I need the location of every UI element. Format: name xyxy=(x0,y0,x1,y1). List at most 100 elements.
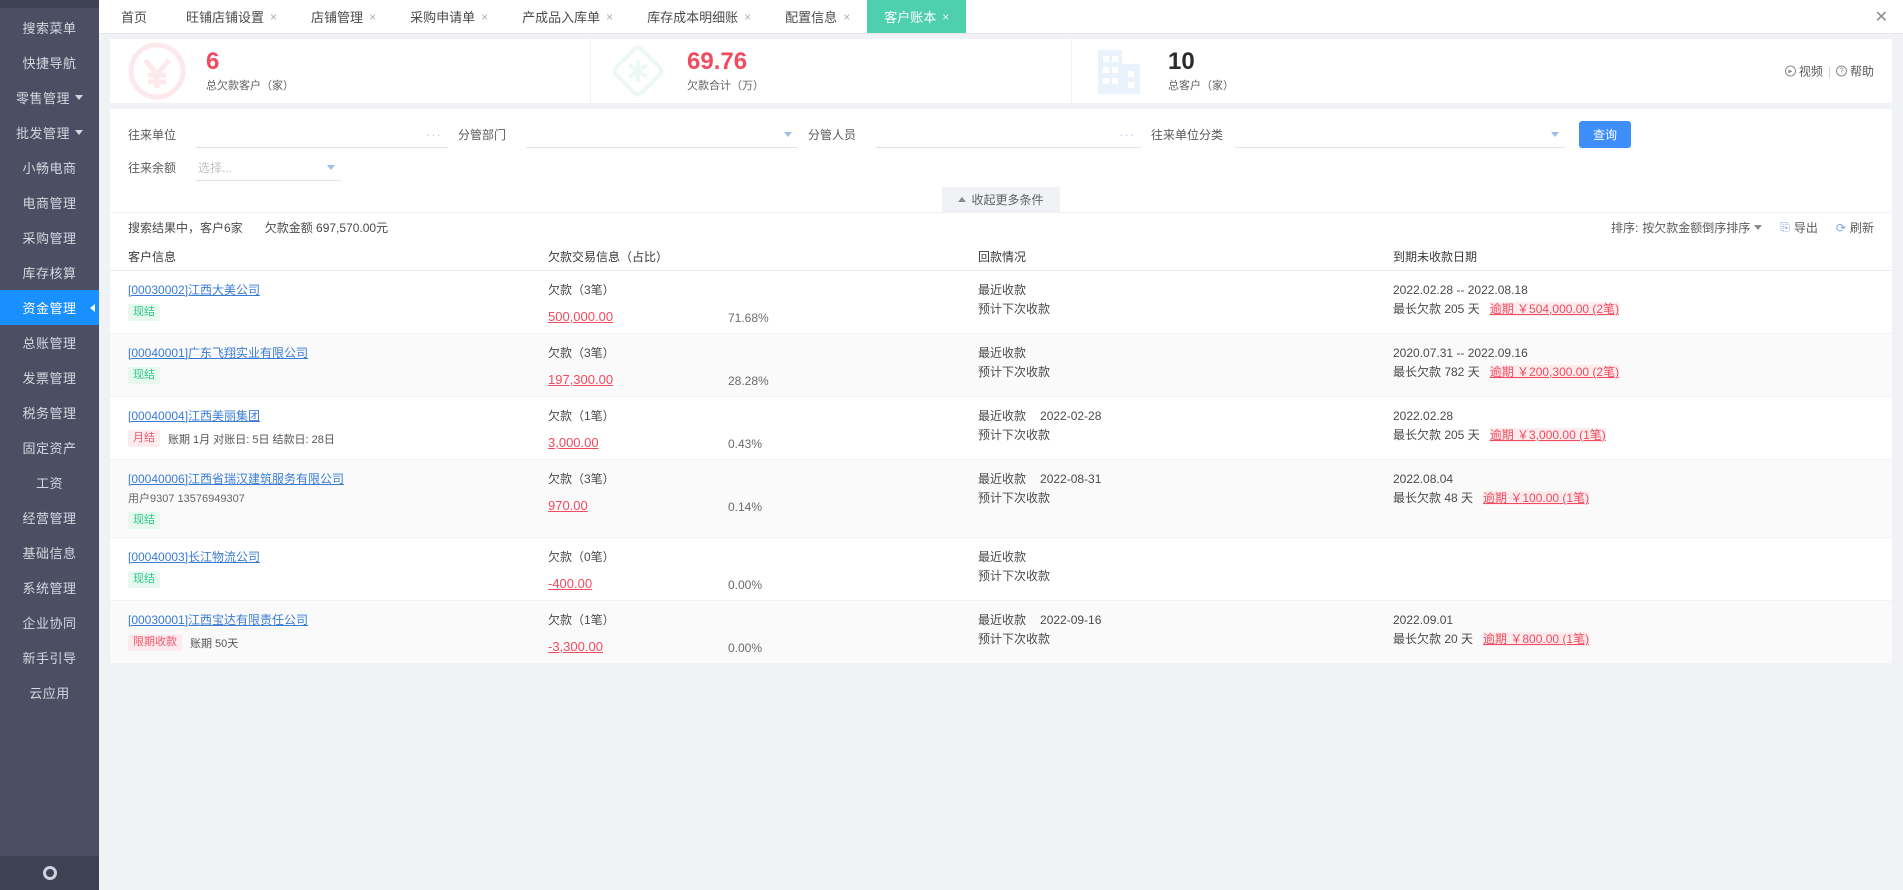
filter-dept-select[interactable] xyxy=(526,121,798,148)
customer-link[interactable]: [00040004]江西美丽集团 xyxy=(128,409,261,423)
sidebar-item-7[interactable]: 库存核算 xyxy=(0,255,99,290)
debt-amount-link[interactable]: 500,000.00 xyxy=(548,309,614,324)
filter-balance-select[interactable]: 选择... xyxy=(196,154,341,181)
table-row[interactable]: [00030001]江西宝达有限责任公司 限期收款 账期 50天 欠款（1笔） -3,3… xyxy=(110,601,1892,664)
table-row[interactable]: [00040003]长江物流公司 现结 欠款（0笔） -400.00 0.00% 最近收款… xyxy=(110,538,1892,601)
tab-6[interactable]: 配置信息 × xyxy=(768,0,867,33)
help-link[interactable]: ? 帮助 xyxy=(1835,63,1874,80)
tab-close-icon[interactable]: × xyxy=(744,9,752,24)
tab-label: 首页 xyxy=(121,10,148,25)
cell-debt: 欠款（3笔） 970.00 0.14% xyxy=(548,470,978,529)
debt-count-label: 欠款（3笔） xyxy=(548,346,615,360)
table-row[interactable]: [00040004]江西美丽集团 月结 账期 1月 对账日: 5日 结款日: 28日… xyxy=(110,397,1892,460)
sidebar-item-label: 经营管理 xyxy=(22,511,77,526)
sidebar-item-14[interactable]: 经营管理 xyxy=(0,500,99,535)
sidebar-footer[interactable] xyxy=(0,856,99,890)
debt-amount-link[interactable]: 970.00 xyxy=(548,498,588,513)
overdue-amount-link[interactable]: 逾期 ￥504,000.00 (2笔) xyxy=(1489,300,1620,319)
customer-link[interactable]: [00040003]长江物流公司 xyxy=(128,550,261,564)
sidebar-item-17[interactable]: 企业协同 xyxy=(0,605,99,640)
filter-panel: 往来单位 ··· 分管部门 xyxy=(110,109,1892,664)
sidebar-item-6[interactable]: 采购管理 xyxy=(0,220,99,255)
sidebar-item-19[interactable]: 云应用 xyxy=(0,675,99,710)
tab-1[interactable]: 旺铺店铺设置 × xyxy=(169,0,294,33)
debt-amount-link[interactable]: -400.00 xyxy=(548,576,593,591)
tab-close-icon[interactable]: × xyxy=(270,9,278,24)
recent-collection-label: 最近收款 xyxy=(978,472,1027,486)
video-link[interactable]: ▸ 视频 xyxy=(1784,63,1823,80)
customer-link[interactable]: [00030002]江西大美公司 xyxy=(128,283,261,297)
sidebar-item-label: 发票管理 xyxy=(22,371,77,386)
sidebar-item-2[interactable]: 零售管理 xyxy=(0,80,99,115)
tab-close-icon[interactable]: × xyxy=(369,9,377,24)
gear-icon[interactable] xyxy=(42,866,57,880)
page-content: 6 总欠款客户（家） 69.76 欠款合计（万） xyxy=(99,34,1903,890)
table-row[interactable]: [00040006]江西省瑞汉建筑服务有限公司 用户9307 1357694930… xyxy=(110,460,1892,538)
ellipsis-icon[interactable]: ··· xyxy=(426,126,442,142)
sidebar-item-16[interactable]: 系统管理 xyxy=(0,570,99,605)
filter-unit-input[interactable]: ··· xyxy=(196,121,448,148)
debt-amount-link[interactable]: 197,300.00 xyxy=(548,372,614,387)
tab-3[interactable]: 采购申请单 × xyxy=(393,0,505,33)
customer-link[interactable]: [00030001]江西宝达有限责任公司 xyxy=(128,613,309,627)
tab-close-icon[interactable]: × xyxy=(843,9,851,24)
search-button[interactable]: 查询 xyxy=(1579,121,1632,148)
refresh-button[interactable]: ⟳ 刷新 xyxy=(1836,219,1874,236)
sidebar-item-5[interactable]: 电商管理 xyxy=(0,185,99,220)
sidebar-item-11[interactable]: 税务管理 xyxy=(0,395,99,430)
sidebar-item-4[interactable]: 小畅电商 xyxy=(0,150,99,185)
chevron-down-icon[interactable] xyxy=(1551,131,1559,137)
sidebar-item-18[interactable]: 新手引导 xyxy=(0,640,99,675)
cell-collection: 最近收款 预计下次收款 xyxy=(978,281,1393,325)
customer-link[interactable]: [00040006]江西省瑞汉建筑服务有限公司 xyxy=(128,472,345,486)
sidebar-item-0[interactable]: 搜索菜单 xyxy=(0,10,99,45)
chevron-down-icon[interactable] xyxy=(784,131,792,137)
tab-close-icon[interactable]: × xyxy=(942,9,950,24)
customer-link[interactable]: [00040001]广东飞翔实业有限公司 xyxy=(128,346,309,360)
tab-close-icon[interactable]: × xyxy=(481,9,489,24)
col-header-due-date: 到期未收款日期 xyxy=(1393,249,1478,264)
longest-overdue-days: 最长欠款 48 天 xyxy=(1393,491,1474,505)
collapse-filters-button[interactable]: 收起更多条件 xyxy=(942,187,1060,212)
tab-5[interactable]: 库存成本明细账 × xyxy=(630,0,768,33)
sidebar-item-12[interactable]: 固定资产 xyxy=(0,430,99,465)
tab-close-icon[interactable]: × xyxy=(606,9,614,24)
refresh-icon: ⟳ xyxy=(1835,220,1846,235)
stat-text: 69.76 欠款合计（万） xyxy=(687,49,764,92)
ellipsis-icon[interactable]: ··· xyxy=(1119,126,1135,142)
overdue-amount-link[interactable]: 逾期 ￥3,000.00 (1笔) xyxy=(1489,426,1606,445)
sidebar-item-10[interactable]: 发票管理 xyxy=(0,360,99,395)
table-row[interactable]: [00030002]江西大美公司 现结 欠款（3笔） 500,000.00 71.68%… xyxy=(110,271,1892,334)
filter-category-select[interactable] xyxy=(1235,121,1565,148)
overdue-amount-link[interactable]: 逾期 ￥100.00 (1笔) xyxy=(1483,489,1590,508)
filter-person-input[interactable]: ··· xyxy=(876,121,1141,148)
due-date-range: 2022.02.28 -- 2022.08.18 xyxy=(1393,283,1528,297)
cell-debt: 欠款（3笔） 197,300.00 28.28% xyxy=(548,344,978,388)
sidebar-item-9[interactable]: 总账管理 xyxy=(0,325,99,360)
result-count-text: 搜索结果中，客户6家 xyxy=(128,221,243,235)
table-row[interactable]: [00040001]广东飞翔实业有限公司 现结 欠款（3笔） 197,300.00 28… xyxy=(110,334,1892,397)
sidebar-item-13[interactable]: 工资 xyxy=(0,465,99,500)
overdue-amount-link[interactable]: 逾期 ￥200,300.00 (2笔) xyxy=(1489,363,1620,382)
tab-4[interactable]: 产成品入库单 × xyxy=(505,0,630,33)
sidebar-item-15[interactable]: 基础信息 xyxy=(0,535,99,570)
tab-7[interactable]: 客户账本 × xyxy=(867,0,967,33)
debt-amount-link[interactable]: 3,000.00 xyxy=(548,435,599,450)
export-button[interactable]: ⎘ 导出 xyxy=(1780,219,1818,236)
filter-unit: 往来单位 ··· xyxy=(128,121,448,148)
next-collection-label: 预计下次收款 xyxy=(978,365,1051,379)
tab-0[interactable]: 首页 xyxy=(99,0,169,33)
chevron-down-icon[interactable] xyxy=(327,164,335,170)
terms-text: 账期 50天 xyxy=(190,637,239,650)
sort-select[interactable]: 排序: 按欠款金额倒序排序 xyxy=(1611,219,1763,236)
overdue-amount-link[interactable]: 逾期 ￥800.00 (1笔) xyxy=(1483,630,1590,649)
sidebar-item-1[interactable]: 快捷导航 xyxy=(0,45,99,80)
sidebar-item-3[interactable]: 批发管理 xyxy=(0,115,99,150)
debt-amount-link[interactable]: -3,300.00 xyxy=(548,639,603,654)
status-badge: 限期收款 xyxy=(128,634,182,651)
recent-collection-date: 2022-02-28 xyxy=(1040,409,1102,423)
filter-rows: 往来单位 ··· 分管部门 xyxy=(110,121,1892,181)
tab-2[interactable]: 店铺管理 × xyxy=(294,0,393,33)
close-icon[interactable]: ✕ xyxy=(1874,8,1888,26)
sidebar-item-8[interactable]: 资金管理 xyxy=(0,290,99,325)
